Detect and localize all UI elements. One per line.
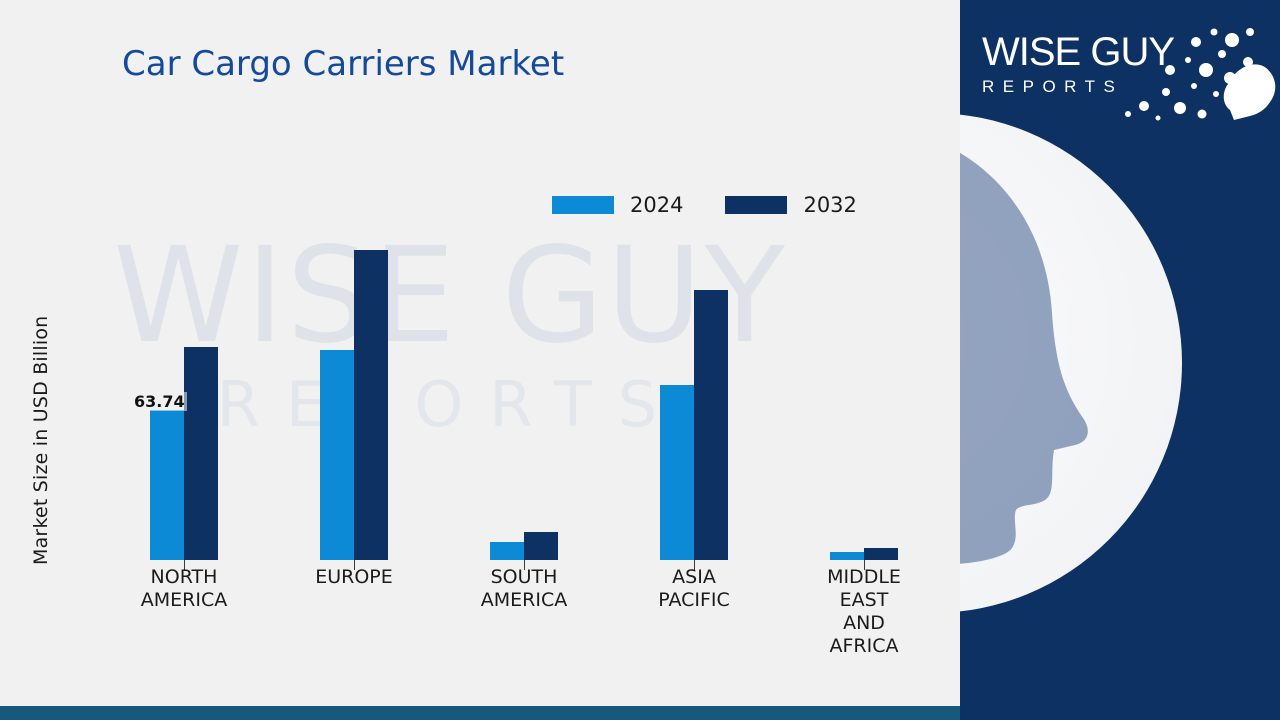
axis-tick [524,560,525,570]
bar-2024-1[interactable] [320,350,354,560]
brand-logo-name: WISE GUY [982,30,1175,74]
x-axis-category-label: NORTH AMERICA [140,566,228,611]
legend-item-2024[interactable]: 2024 [552,193,683,217]
legend-swatch-icon [552,196,614,214]
legend-label: 2032 [803,193,857,217]
page-title: Car Cargo Carriers Market [122,44,565,84]
axis-tick [864,560,865,570]
x-axis-category-label: ASIA PACIFIC [658,566,730,611]
brain-dots-graphic [960,140,1080,600]
bar-2032-0[interactable] [184,347,218,560]
bar-2032-1[interactable] [354,250,388,560]
face-silhouette-icon [960,153,1088,564]
bar-2032-3[interactable] [694,290,728,560]
legend-swatch-icon [725,196,788,214]
y-axis-title: Market Size in USD Billion [30,195,82,565]
chart-panel: WISE GUY REPORTS Car Cargo Carriers Mark… [30,44,916,657]
footer-bar-left [0,706,960,720]
brand-logo: WISE GUY REPORTS [982,30,1212,98]
bar-2032-2[interactable] [524,532,558,560]
brand-logo-subtitle: REPORTS [982,77,1124,96]
x-axis-category-label: MIDDLE EAST AND AFRICA [827,566,901,657]
bar-value-label: 63.74 [132,392,187,411]
axis-tick [354,560,355,570]
bar-2032-4[interactable] [864,548,898,560]
legend-item-2032[interactable]: 2032 [725,193,857,217]
bar-2024-2[interactable] [490,542,524,560]
axis-tick [184,560,185,570]
bar-2024-4[interactable] [830,552,864,560]
footer-bar-right [960,706,1280,720]
plot-area [96,160,916,560]
bar-2024-0[interactable] [150,410,184,560]
axis-tick [694,560,695,570]
logo-dots-graphic [1125,28,1276,121]
x-axis-category-label: EUROPE [315,566,393,588]
x-axis-category-label: SOUTH AMERICA [480,566,568,611]
chart-legend: 2024 2032 [552,193,857,217]
brand-panel: WISE GUY REPORTS [960,0,1280,720]
y-axis-title-label: Market Size in USD Billion [30,315,52,565]
legend-label: 2024 [630,193,684,217]
bar-2024-3[interactable] [660,385,694,560]
